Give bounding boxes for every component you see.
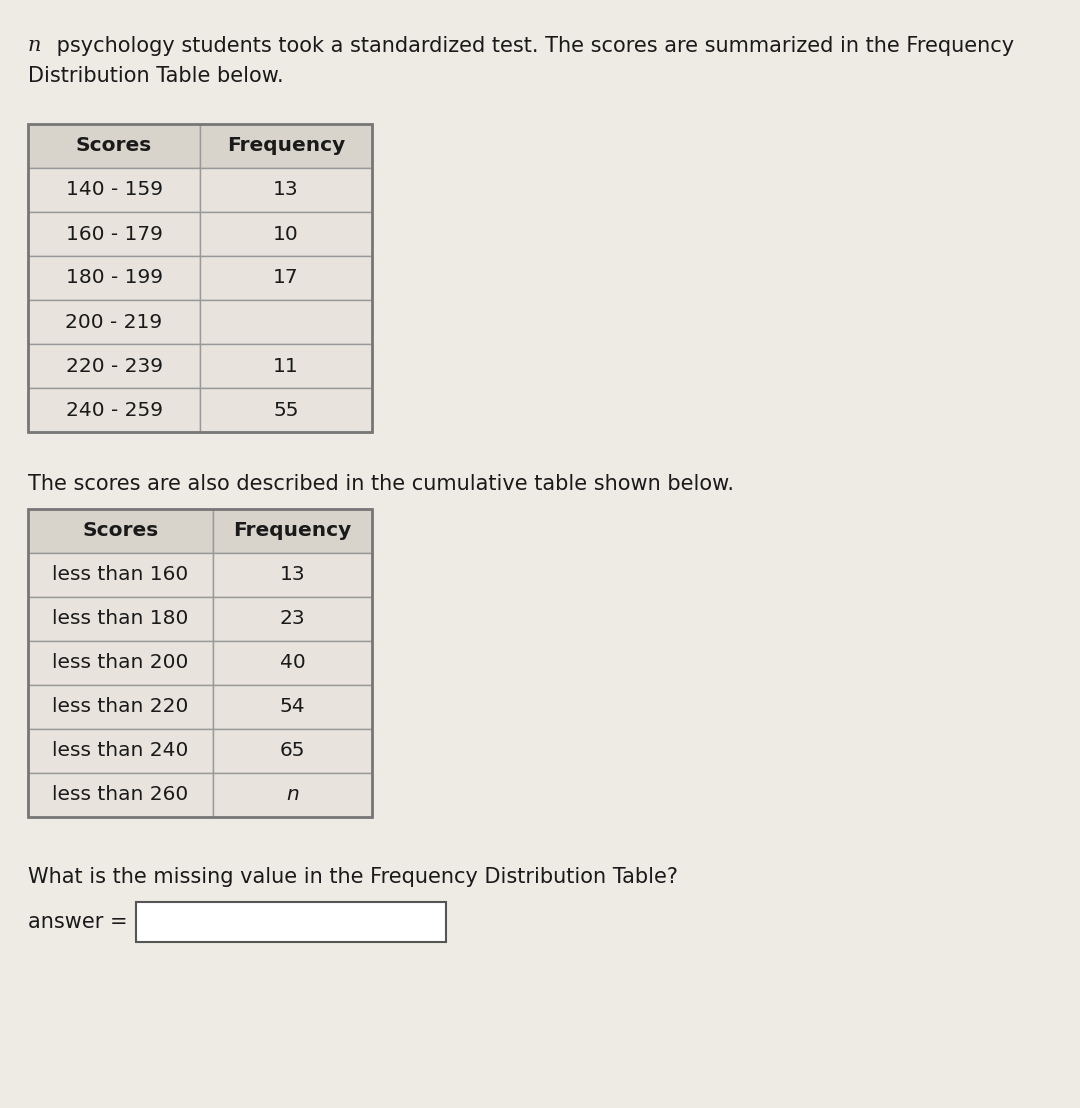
Bar: [213, 729, 372, 773]
Text: answer =: answer =: [28, 912, 127, 932]
Bar: [200, 168, 372, 212]
Bar: [200, 300, 372, 343]
Text: The scores are also described in the cumulative table shown below.: The scores are also described in the cum…: [28, 474, 734, 494]
Text: 23: 23: [280, 609, 306, 628]
Text: 65: 65: [280, 741, 306, 760]
Text: less than 160: less than 160: [52, 565, 189, 585]
Text: 13: 13: [273, 181, 299, 199]
Bar: [28, 729, 213, 773]
Bar: [28, 256, 200, 300]
Bar: [213, 685, 372, 729]
Bar: [28, 124, 372, 432]
Bar: [28, 124, 200, 168]
Bar: [136, 902, 446, 942]
Text: What is the missing value in the Frequency Distribution Table?: What is the missing value in the Frequen…: [28, 866, 678, 888]
Text: Scores: Scores: [82, 522, 159, 541]
Text: Frequency: Frequency: [233, 522, 352, 541]
Bar: [28, 509, 213, 553]
Bar: [28, 212, 200, 256]
Bar: [213, 773, 372, 817]
Bar: [213, 597, 372, 642]
Text: 160 - 179: 160 - 179: [66, 225, 162, 244]
Bar: [200, 124, 372, 168]
Text: 17: 17: [273, 268, 299, 287]
Text: 40: 40: [280, 654, 306, 673]
Bar: [200, 343, 372, 388]
Bar: [28, 685, 213, 729]
Text: psychology students took a standardized test. The scores are summarized in the F: psychology students took a standardized …: [50, 35, 1014, 57]
Text: less than 180: less than 180: [52, 609, 189, 628]
Bar: [28, 642, 213, 685]
Text: less than 220: less than 220: [52, 698, 189, 717]
Bar: [213, 642, 372, 685]
Text: 240 - 259: 240 - 259: [66, 400, 162, 420]
Text: 220 - 239: 220 - 239: [66, 357, 162, 376]
Text: 10: 10: [273, 225, 299, 244]
Bar: [28, 300, 200, 343]
Bar: [200, 256, 372, 300]
Bar: [28, 773, 213, 817]
Text: less than 200: less than 200: [52, 654, 189, 673]
Text: 13: 13: [280, 565, 306, 585]
Bar: [200, 388, 372, 432]
Text: 140 - 159: 140 - 159: [66, 181, 162, 199]
Text: n: n: [28, 35, 41, 55]
Text: less than 240: less than 240: [52, 741, 189, 760]
Text: 55: 55: [273, 400, 299, 420]
Text: Frequency: Frequency: [227, 136, 346, 155]
Bar: [28, 509, 372, 817]
Bar: [28, 553, 213, 597]
Bar: [28, 343, 200, 388]
Bar: [200, 212, 372, 256]
Text: 54: 54: [280, 698, 306, 717]
Bar: [28, 168, 200, 212]
Bar: [28, 597, 213, 642]
Text: 180 - 199: 180 - 199: [66, 268, 162, 287]
Bar: [213, 553, 372, 597]
Bar: [213, 509, 372, 553]
Text: 11: 11: [273, 357, 299, 376]
Bar: [28, 388, 200, 432]
Text: less than 260: less than 260: [52, 786, 189, 804]
Text: 200 - 219: 200 - 219: [66, 312, 163, 331]
Text: Scores: Scores: [76, 136, 152, 155]
Text: Distribution Table below.: Distribution Table below.: [28, 66, 284, 86]
Text: n: n: [286, 786, 299, 804]
